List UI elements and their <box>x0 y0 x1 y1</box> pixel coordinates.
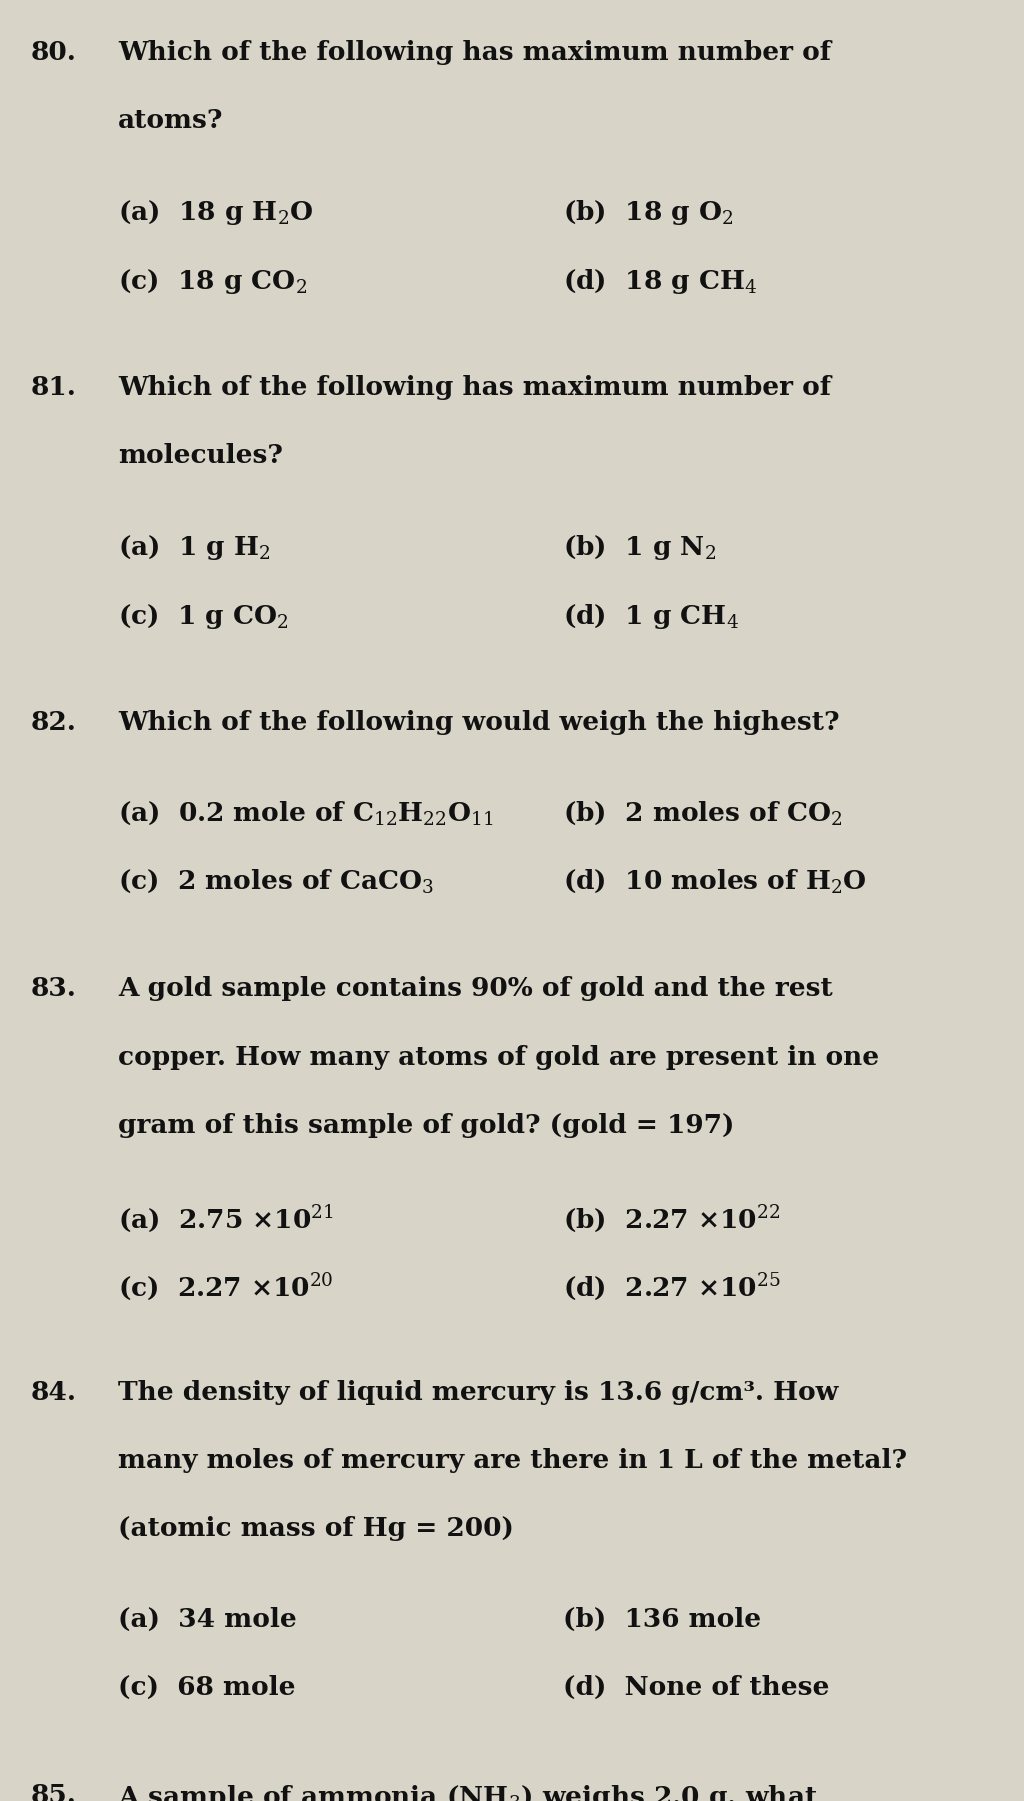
Text: A gold sample contains 90% of gold and the rest: A gold sample contains 90% of gold and t… <box>118 976 833 1001</box>
Text: 82.: 82. <box>31 710 77 735</box>
Text: (d)  2.27 ×10$^{25}$: (d) 2.27 ×10$^{25}$ <box>563 1272 781 1304</box>
Text: 80.: 80. <box>31 40 77 65</box>
Text: (b)  2.27 ×10$^{22}$: (b) 2.27 ×10$^{22}$ <box>563 1203 780 1235</box>
Text: gram of this sample of gold? (gold = 197): gram of this sample of gold? (gold = 197… <box>118 1113 734 1138</box>
Text: (d)  None of these: (d) None of these <box>563 1675 829 1700</box>
Text: (a)  2.75 ×10$^{21}$: (a) 2.75 ×10$^{21}$ <box>118 1203 334 1234</box>
Text: many moles of mercury are there in 1 L of the metal?: many moles of mercury are there in 1 L o… <box>118 1448 907 1473</box>
Text: 81.: 81. <box>31 375 77 400</box>
Text: Which of the following has maximum number of: Which of the following has maximum numbe… <box>118 40 830 65</box>
Text: (c)  1 g CO$_2$: (c) 1 g CO$_2$ <box>118 602 289 630</box>
Text: 85.: 85. <box>31 1783 77 1801</box>
Text: (atomic mass of Hg = 200): (atomic mass of Hg = 200) <box>118 1516 514 1542</box>
Text: (b)  2 moles of CO$_2$: (b) 2 moles of CO$_2$ <box>563 800 843 827</box>
Text: (b)  136 mole: (b) 136 mole <box>563 1606 761 1632</box>
Text: (a)  34 mole: (a) 34 mole <box>118 1606 297 1632</box>
Text: atoms?: atoms? <box>118 108 223 133</box>
Text: (a)  1 g H$_2$: (a) 1 g H$_2$ <box>118 533 270 562</box>
Text: 84.: 84. <box>31 1380 77 1405</box>
Text: The density of liquid mercury is 13.6 g/cm³. How: The density of liquid mercury is 13.6 g/… <box>118 1380 838 1405</box>
Text: Which of the following would weigh the highest?: Which of the following would weigh the h… <box>118 710 840 735</box>
Text: (a)  18 g H$_2$O: (a) 18 g H$_2$O <box>118 198 313 227</box>
Text: (b)  1 g N$_2$: (b) 1 g N$_2$ <box>563 533 717 562</box>
Text: molecules?: molecules? <box>118 443 283 468</box>
Text: (c)  2.27 ×10$^{20}$: (c) 2.27 ×10$^{20}$ <box>118 1272 333 1304</box>
Text: 83.: 83. <box>31 976 77 1001</box>
Text: Which of the following has maximum number of: Which of the following has maximum numbe… <box>118 375 830 400</box>
Text: (c)  18 g CO$_2$: (c) 18 g CO$_2$ <box>118 267 307 295</box>
Text: (c)  68 mole: (c) 68 mole <box>118 1675 295 1700</box>
Text: (d)  1 g CH$_4$: (d) 1 g CH$_4$ <box>563 602 739 630</box>
Text: (d)  18 g CH$_4$: (d) 18 g CH$_4$ <box>563 267 758 295</box>
Text: A sample of ammonia (NH$_3$) weighs 2.0 g. what: A sample of ammonia (NH$_3$) weighs 2.0 … <box>118 1783 818 1801</box>
Text: (b)  18 g O$_2$: (b) 18 g O$_2$ <box>563 198 733 227</box>
Text: copper. How many atoms of gold are present in one: copper. How many atoms of gold are prese… <box>118 1045 879 1070</box>
Text: (c)  2 moles of CaCO$_3$: (c) 2 moles of CaCO$_3$ <box>118 868 434 895</box>
Text: (d)  10 moles of H$_2$O: (d) 10 moles of H$_2$O <box>563 868 866 895</box>
Text: (a)  0.2 mole of C$_{12}$H$_{22}$O$_{11}$: (a) 0.2 mole of C$_{12}$H$_{22}$O$_{11}$ <box>118 800 494 827</box>
